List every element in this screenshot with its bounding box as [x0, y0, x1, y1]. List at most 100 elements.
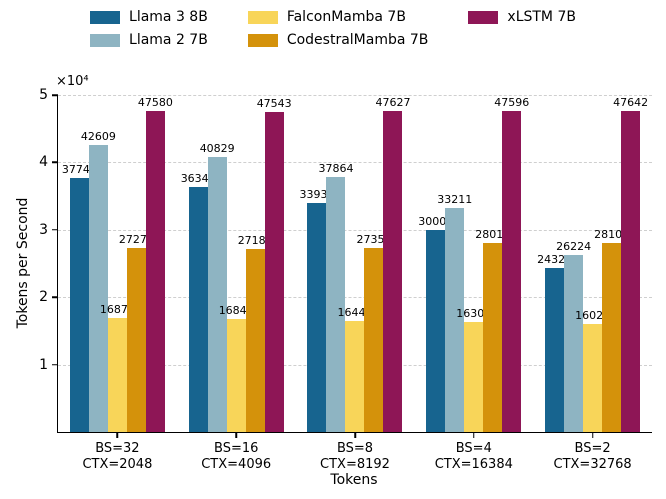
bar-llama-2-7b: 40829 — [200, 142, 235, 432]
y-tick-mark — [52, 296, 58, 298]
legend-label: xLSTM 7B — [507, 9, 576, 25]
x-tick-mark — [473, 432, 475, 438]
bar-value-label: 47580 — [137, 96, 173, 110]
x-tick-mark — [235, 432, 237, 438]
y-tick-mark — [52, 94, 58, 96]
bar-xlstm-7b: 47580 — [138, 96, 173, 432]
bar-codestralmamba-7b: 27184 — [238, 234, 273, 432]
bar-value-label: 24320 — [537, 253, 573, 267]
legend-label: FalconMamba 7B — [286, 9, 406, 25]
legend-swatch — [247, 10, 278, 24]
legend-swatch — [247, 33, 278, 47]
plot-area: 37741 42609 16878 27272 47580 36343 40829 16840… — [39, 87, 652, 472]
bar-value-label: 33211 — [437, 193, 473, 207]
legend-column: FalconMamba 7B CodestralMamba 7B — [247, 8, 429, 49]
legend-swatch — [468, 10, 499, 24]
bar-falconmamba-7b: 16449 — [337, 306, 372, 432]
bar-falconmamba-7b: 16840 — [219, 304, 254, 432]
bar-value-label: 16878 — [99, 303, 135, 317]
bar-value-label: 27184 — [237, 233, 273, 247]
bar-falconmamba-7b: 16309 — [456, 307, 491, 432]
legend-label: Llama 3 8B — [129, 9, 208, 25]
bar-value-label: 40829 — [199, 141, 235, 155]
bar-codestralmamba-7b: 28014 — [475, 228, 510, 432]
x-tick-label: BS=8 CTX=8192 — [320, 441, 390, 473]
x-axis-label: Tokens — [330, 472, 378, 488]
y-axis-offset-label: ×10⁴ — [56, 74, 89, 89]
legend-label: CodestralMamba 7B — [286, 32, 429, 48]
bar-codestralmamba-7b: 28108 — [594, 228, 629, 432]
bar-value-label: 27272 — [118, 233, 154, 247]
bars: 37741 42609 16878 27272 47580 36343 40829 16840… — [58, 95, 652, 432]
bar-value-label: 26224 — [556, 240, 592, 254]
bar-value-label: 28014 — [475, 228, 511, 242]
bar-llama-2-7b: 33211 — [437, 193, 472, 432]
bar-value-label: 37864 — [318, 161, 354, 175]
y-axis-label: Tokens per Second — [15, 197, 31, 329]
y-tick-label: 5 — [39, 87, 48, 103]
x-tick-mark — [116, 432, 119, 438]
y-tick-mark — [52, 363, 58, 366]
bar-xlstm-7b: 47596 — [494, 96, 529, 432]
bar-value-label: 28108 — [594, 227, 630, 241]
bar-falconmamba-7b: 16878 — [100, 303, 135, 432]
bar-value-label: 30000 — [418, 214, 454, 228]
bar-value-label: 47596 — [494, 96, 530, 110]
bar-value-label: 47642 — [613, 95, 649, 109]
bar-value-label: 47543 — [256, 96, 292, 110]
bar-value-label: 33938 — [299, 188, 335, 202]
bar-value-label: 37741 — [61, 162, 97, 176]
x-tick-labels: BS=32 CTX=2048 BS=16 CTX=4096 BS=8 CTX=819… — [58, 441, 652, 474]
y-tick-mark — [52, 161, 58, 164]
bar-value-label: 16840 — [218, 303, 254, 317]
bar-llama-3-8b: 33938 — [299, 188, 334, 432]
bar-llama-3-8b: 24320 — [537, 253, 572, 432]
x-tick-label: BS=4 CTX=16384 — [434, 441, 513, 473]
gridline — [58, 95, 652, 96]
legend-swatch — [90, 10, 121, 24]
bar-group: 36343 40829 16840 27184 47543 — [177, 95, 296, 432]
x-tick-label: BS=16 CTX=4096 — [201, 441, 272, 473]
x-tick-label: BS=32 CTX=2048 — [82, 441, 153, 473]
bar-value-label: 16309 — [456, 307, 492, 321]
bar-group: 37741 42609 16878 27272 47580 — [58, 95, 177, 432]
legend-column: Llama 3 8B Llama 2 7B — [90, 8, 208, 49]
bar-group: 24320 26224 16027 28108 47642 — [533, 95, 652, 432]
legend-swatch — [90, 33, 121, 47]
bar-value-label: 42609 — [80, 129, 116, 143]
bar-value-label: 36343 — [180, 172, 216, 186]
bar-llama-2-7b: 26224 — [556, 240, 591, 432]
y-tick-mark — [52, 229, 58, 231]
bar-value-label: 47627 — [375, 96, 411, 109]
legend-item-llama-2-7b: Llama 2 7B — [90, 31, 208, 49]
bar-codestralmamba-7b: 27272 — [119, 233, 154, 432]
x-tick-mark — [591, 432, 594, 438]
bar-value-label: 16449 — [337, 306, 373, 320]
bar-xlstm-7b: 47642 — [613, 96, 648, 432]
y-tick-label: 1 — [39, 356, 48, 373]
y-tick-label: 2 — [39, 289, 48, 306]
bar-value-label: 27354 — [356, 232, 392, 246]
gridline — [58, 162, 652, 164]
legend-label: Llama 2 7B — [129, 32, 208, 48]
legend-item-codestralmamba-7b: CodestralMamba 7B — [247, 31, 429, 49]
bar-value-label: 16027 — [575, 308, 611, 322]
legend-column: xLSTM 7B — [468, 8, 576, 49]
bar-xlstm-7b: 47627 — [375, 96, 410, 432]
bar-xlstm-7b: 47543 — [257, 97, 292, 432]
chart-legend: Llama 3 8B Llama 2 7B FalconMamba 7B Codest… — [0, 8, 666, 49]
y-tick-label: 4 — [39, 154, 48, 171]
bar-llama-3-8b: 36343 — [181, 172, 216, 432]
bar-llama-3-8b: 30000 — [418, 215, 453, 432]
legend-item-falconmamba-7b: FalconMamba 7B — [247, 8, 429, 26]
legend-item-xlstm-7b: xLSTM 7B — [468, 8, 576, 26]
bar-falconmamba-7b: 16027 — [575, 309, 610, 432]
bar-llama-2-7b: 37864 — [318, 162, 353, 432]
bar-group: 30000 33211 16309 28014 47596 — [414, 95, 533, 432]
gridline — [58, 229, 652, 231]
bar-codestralmamba-7b: 27354 — [356, 233, 391, 432]
x-tick-mark — [354, 432, 356, 438]
bar-llama-3-8b: 37741 — [62, 163, 97, 432]
legend-item-llama-3-8b: Llama 3 8B — [90, 8, 208, 26]
